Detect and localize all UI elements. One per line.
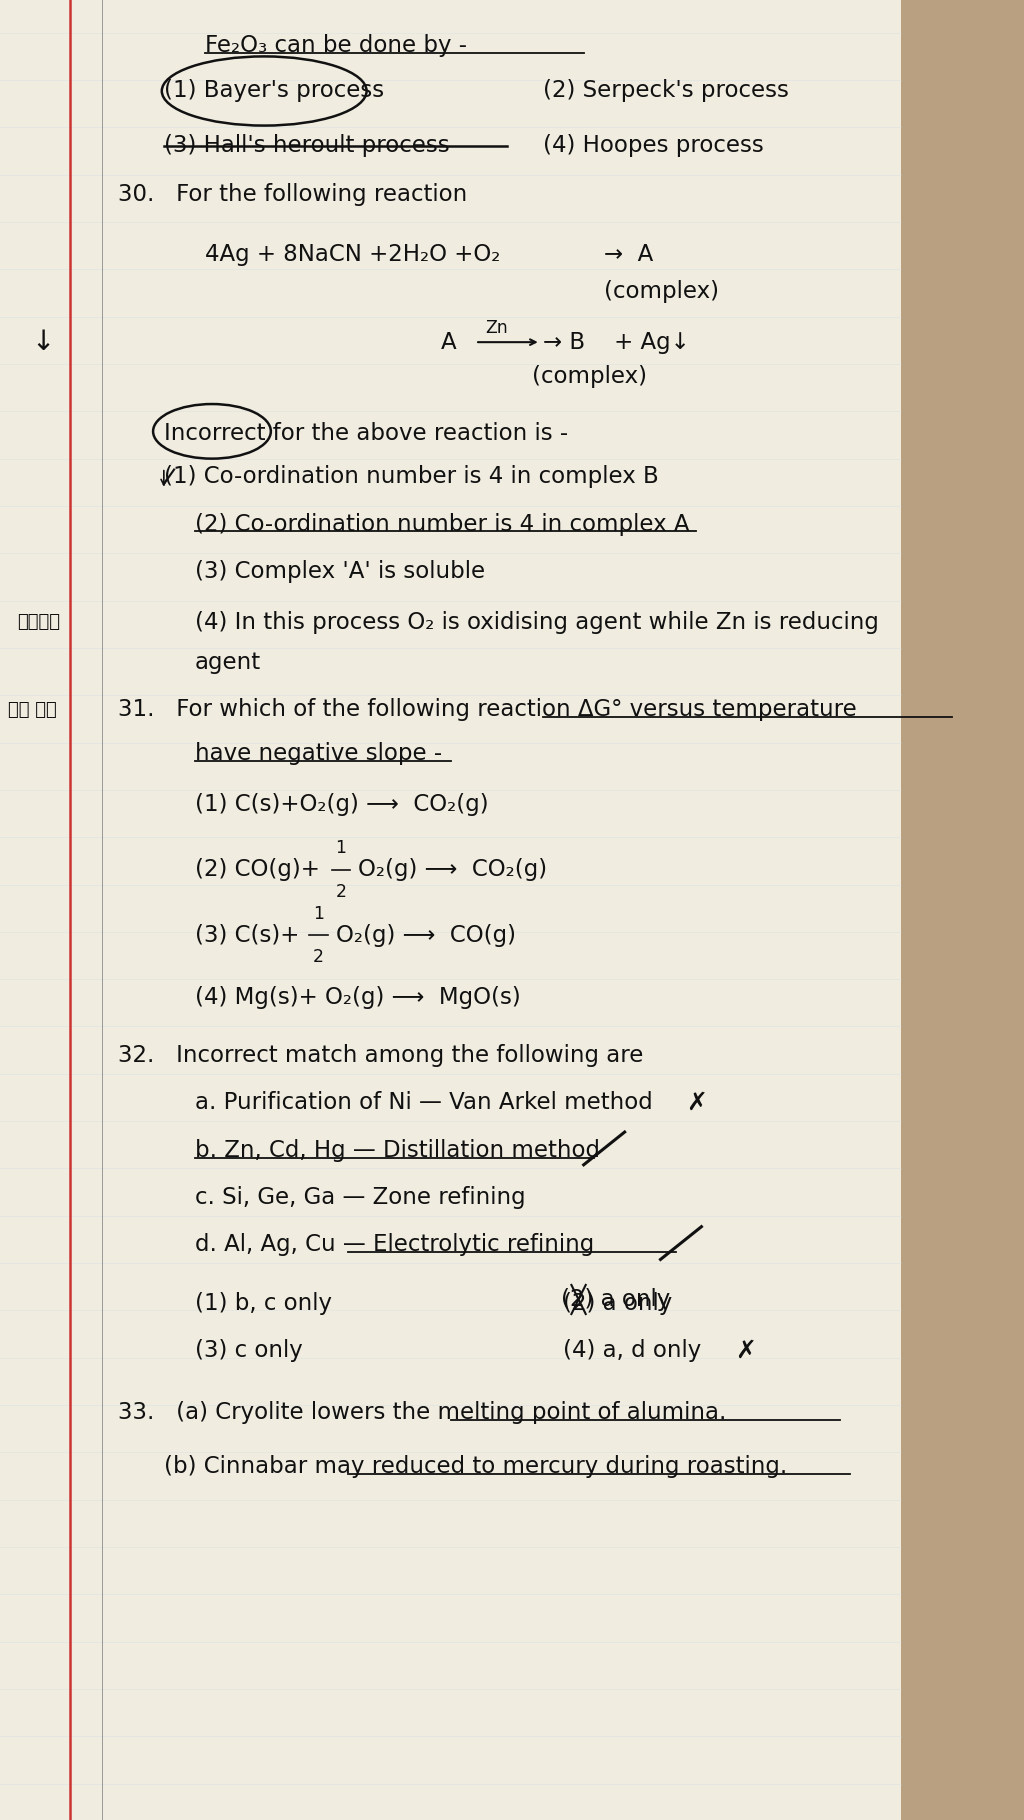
Text: (3) Hall's heroult process: (3) Hall's heroult process: [164, 135, 450, 157]
Text: ↓: ↓: [32, 328, 54, 357]
Text: 4Ag + 8NaCN +2H₂O +O₂: 4Ag + 8NaCN +2H₂O +O₂: [205, 244, 500, 266]
Text: (2) Co-ordination number is 4 in complex A: (2) Co-ordination number is 4 in complex…: [195, 513, 689, 535]
Text: (2) a only: (2) a only: [561, 1289, 671, 1310]
Text: चायक: चायक: [17, 613, 60, 632]
Text: (2) Serpeck's process: (2) Serpeck's process: [543, 80, 788, 102]
Bar: [0, 0, 901, 1820]
Text: (1) Co-ordination number is 4 in complex B: (1) Co-ordination number is 4 in complex…: [164, 466, 658, 488]
Text: A: A: [440, 331, 456, 353]
Text: (4) In this process O₂ is oxidising agent while Zn is reducing: (4) In this process O₂ is oxidising agen…: [195, 612, 879, 633]
Text: (3) Complex 'A' is soluble: (3) Complex 'A' is soluble: [195, 561, 484, 582]
Text: (2) CO(g)+: (2) CO(g)+: [195, 859, 319, 881]
Bar: [901, 0, 1024, 1820]
Text: (1) Bayer's process: (1) Bayer's process: [164, 80, 384, 102]
Text: 2: 2: [313, 948, 324, 966]
Text: 32.   Incorrect match among the following are: 32. Incorrect match among the following …: [118, 1045, 643, 1067]
Text: →  A: → A: [604, 244, 653, 266]
Text: 30.   For the following reaction: 30. For the following reaction: [118, 184, 467, 206]
Text: d. Al, Ag, Cu — Electrolytic refining: d. Al, Ag, Cu — Electrolytic refining: [195, 1234, 594, 1256]
Text: (b) Cinnabar may reduced to mercury during roasting.: (b) Cinnabar may reduced to mercury duri…: [164, 1456, 787, 1478]
Text: → B    + Ag↓: → B + Ag↓: [543, 331, 689, 353]
Text: b. Zn, Cd, Hg — Distillation method: b. Zn, Cd, Hg — Distillation method: [195, 1139, 600, 1161]
Text: Incorrect for the above reaction is -: Incorrect for the above reaction is -: [164, 422, 568, 444]
Text: 2: 2: [336, 883, 346, 901]
Text: c. Si, Ge, Ga — Zone refining: c. Si, Ge, Ga — Zone refining: [195, 1187, 525, 1208]
Text: (3) c only: (3) c only: [195, 1340, 302, 1361]
Text: 1: 1: [313, 905, 324, 923]
Text: (complex): (complex): [532, 366, 647, 388]
Text: agent: agent: [195, 652, 261, 673]
Text: (1) C(s)+O₂(g) ⟶  CO₂(g): (1) C(s)+O₂(g) ⟶ CO₂(g): [195, 794, 488, 815]
Text: (4) Hoopes process: (4) Hoopes process: [543, 135, 764, 157]
Text: Zn: Zn: [485, 318, 508, 337]
Text: (3) C(s)+: (3) C(s)+: [195, 925, 299, 946]
Text: ✗: ✗: [686, 1090, 707, 1116]
Text: 33.   (a) Cryolite lowers the melting point of alumina.: 33. (a) Cryolite lowers the melting poin…: [118, 1401, 726, 1423]
Text: (1) b, c only: (1) b, c only: [195, 1292, 332, 1314]
Text: (2) a only: (2) a only: [563, 1292, 673, 1314]
Text: 31.   For which of the following reaction ΔG° versus temperature: 31. For which of the following reaction …: [118, 699, 856, 721]
Text: ✗: ✗: [735, 1338, 756, 1363]
Text: (4) Mg(s)+ O₂(g) ⟶  MgO(s): (4) Mg(s)+ O₂(g) ⟶ MgO(s): [195, 986, 520, 1008]
Text: फक का: फक का: [8, 701, 57, 719]
Text: (complex): (complex): [604, 280, 719, 302]
Text: 1: 1: [336, 839, 346, 857]
Text: O₂(g) ⟶  CO(g): O₂(g) ⟶ CO(g): [336, 925, 516, 946]
Text: Fe₂O₃ can be done by -: Fe₂O₃ can be done by -: [205, 35, 467, 56]
Text: (4) a, d only: (4) a, d only: [563, 1340, 701, 1361]
Text: have negative slope -: have negative slope -: [195, 743, 441, 764]
Text: a. Purification of Ni — Van Arkel method: a. Purification of Ni — Van Arkel method: [195, 1092, 652, 1114]
Text: O₂(g) ⟶  CO₂(g): O₂(g) ⟶ CO₂(g): [358, 859, 548, 881]
